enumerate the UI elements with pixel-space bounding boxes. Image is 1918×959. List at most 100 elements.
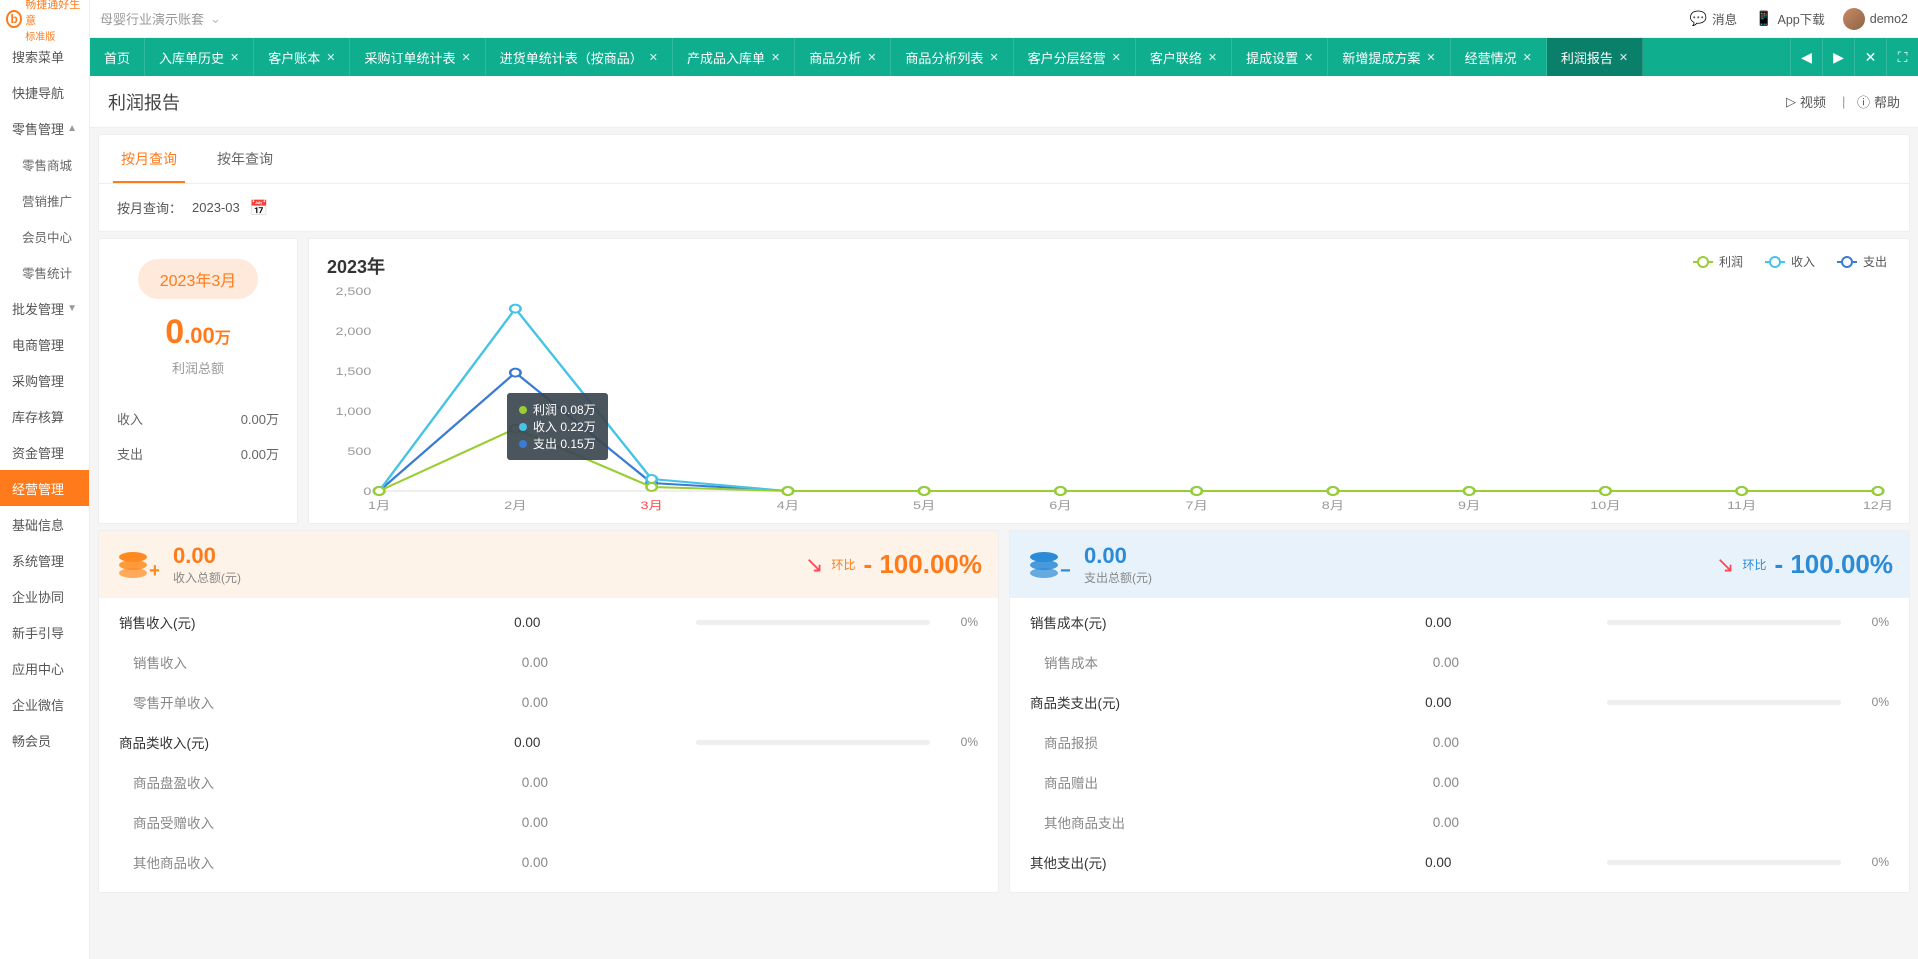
legend-item[interactable]: 支出 [1837, 253, 1887, 270]
sidebar-item-label: 采购管理 [12, 371, 64, 390]
legend-item[interactable]: 收入 [1765, 253, 1815, 270]
svg-text:7月: 7月 [1186, 499, 1208, 512]
nav-tab-label: 产成品入库单 [687, 48, 765, 67]
close-icon[interactable]: ✕ [867, 51, 876, 64]
video-label: 视频 [1800, 92, 1826, 111]
sidebar-item[interactable]: 零售商城 [0, 146, 89, 182]
user-menu[interactable]: demo2 [1843, 8, 1908, 30]
sidebar-item[interactable]: 基础信息 [0, 506, 89, 542]
sidebar-item[interactable]: 零售统计 [0, 254, 89, 290]
summary-int: 0 [165, 313, 184, 351]
summary-card: 2023年3月 0.00万 利润总额 收入0.00万支出0.00万 [98, 238, 298, 524]
sidebar-item[interactable]: 库存核算 [0, 398, 89, 434]
nav-tab-label: 利润报告 [1561, 48, 1613, 67]
detail-value: 0.00 [1433, 655, 1602, 670]
detail-row: 销售成本0.00 [1026, 642, 1893, 682]
close-icon[interactable]: ✕ [1304, 51, 1313, 64]
sidebar-item[interactable]: 营销推广 [0, 182, 89, 218]
detail-key: 零售开单收入 [133, 692, 522, 712]
close-icon[interactable]: ✕ [326, 51, 335, 64]
close-icon[interactable]: ✕ [1112, 51, 1121, 64]
messages-button[interactable]: 💬消息 [1690, 9, 1737, 28]
nav-tab-label: 客户分层经营 [1028, 48, 1106, 67]
sidebar-item-label: 库存核算 [12, 407, 64, 426]
nav-tab-label: 商品分析列表 [905, 48, 983, 67]
sidebar-item[interactable]: 批发管理▼ [0, 290, 89, 326]
legend-marker [1693, 261, 1713, 263]
sidebar-item-label: 零售商城 [22, 155, 72, 174]
detail-value: 0.00 [514, 735, 686, 750]
detail-value: 0.00 [1425, 615, 1597, 630]
detail-bar [1607, 620, 1841, 625]
nav-tab[interactable]: 客户联络✕ [1136, 38, 1232, 76]
income-icon: + [115, 547, 161, 583]
close-icon[interactable]: ✕ [1208, 51, 1217, 64]
sidebar-item[interactable]: 零售管理▲ [0, 110, 89, 146]
detail-value: 0.00 [1433, 815, 1602, 830]
query-tab[interactable]: 按月查询 [113, 135, 185, 183]
detail-row: 商品类支出(元)0.000% [1026, 682, 1893, 722]
close-icon[interactable]: ✕ [1426, 51, 1435, 64]
help-link[interactable]: | ⓘ帮助 [1842, 92, 1900, 111]
org-selector[interactable]: 母婴行业演示账套 ⌄ [100, 9, 300, 28]
tab-scroll-right[interactable]: ▶ [1822, 38, 1854, 76]
income-trend-pct: - 100.00% [863, 549, 982, 580]
nav-tab[interactable]: 商品分析列表 ✕ [891, 38, 1013, 76]
sidebar-item[interactable]: 企业协同 [0, 578, 89, 614]
nav-tab[interactable]: 经营情况✕ [1451, 38, 1547, 76]
close-icon[interactable]: ✕ [462, 51, 471, 64]
tab-close-all[interactable]: ✕ [1854, 38, 1886, 76]
detail-pct: 0% [1851, 695, 1889, 709]
legend-item[interactable]: 利润 [1693, 253, 1743, 270]
svg-text:6月: 6月 [1049, 499, 1071, 512]
calendar-icon[interactable]: 📅 [250, 199, 269, 217]
sidebar-item[interactable]: 经营管理 [0, 470, 89, 506]
sidebar-item[interactable]: 电商管理 [0, 326, 89, 362]
video-link[interactable]: ▷视频 [1786, 92, 1826, 111]
nav-tab[interactable]: 进货单统计表（按商品）✕ [486, 38, 673, 76]
detail-key: 商品赠出 [1044, 772, 1433, 792]
sidebar-item[interactable]: 资金管理 [0, 434, 89, 470]
nav-tab[interactable]: 商品分析✕ [795, 38, 891, 76]
close-icon[interactable]: ✕ [989, 51, 998, 64]
nav-tab[interactable]: 利润报告 ✕ [1547, 38, 1643, 76]
sidebar-item[interactable]: 新手引导 [0, 614, 89, 650]
sidebar-item[interactable]: 畅会员 [0, 722, 89, 758]
detail-value: 0.00 [1433, 775, 1602, 790]
close-icon[interactable]: ✕ [1619, 51, 1628, 64]
app-download-button[interactable]: 📱App下载 [1755, 9, 1825, 28]
sidebar-item[interactable]: 搜索菜单 [0, 38, 89, 74]
detail-key: 其他商品收入 [133, 852, 522, 872]
close-icon[interactable]: ✕ [230, 51, 239, 64]
summary-row-value: 0.00万 [241, 409, 279, 428]
page-header: 利润报告 ▷视频 | ⓘ帮助 [90, 76, 1918, 128]
tab-fullscreen[interactable]: ⛶ [1886, 38, 1918, 76]
nav-tab[interactable]: 提成设置✕ [1232, 38, 1328, 76]
sidebar-item[interactable]: 会员中心 [0, 218, 89, 254]
svg-text:11月: 11月 [1727, 499, 1756, 512]
nav-tab-label: 首页 [104, 48, 130, 67]
detail-row: 销售收入0.00 [115, 642, 982, 682]
query-tab[interactable]: 按年查询 [209, 135, 281, 183]
sidebar-item[interactable]: 采购管理 [0, 362, 89, 398]
income-card: + 0.00 收入总额(元) ↘ 环比 - 100.00% 销售收入(元)0.0… [98, 530, 999, 893]
sidebar-item[interactable]: 快捷导航 [0, 74, 89, 110]
svg-text:+: + [149, 560, 159, 581]
detail-value: 0.00 [522, 775, 691, 790]
nav-tab[interactable]: 入库单历史✕ [145, 38, 254, 76]
close-icon[interactable]: ✕ [1523, 51, 1532, 64]
nav-tab[interactable]: 客户分层经营 ✕ [1014, 38, 1136, 76]
close-icon[interactable]: ✕ [771, 51, 780, 64]
nav-tab[interactable]: 采购订单统计表✕ [350, 38, 485, 76]
svg-text:10月: 10月 [1590, 499, 1620, 512]
close-icon[interactable]: ✕ [649, 51, 658, 64]
query-value[interactable]: 2023-03 [192, 200, 240, 215]
tab-scroll-left[interactable]: ◀ [1790, 38, 1822, 76]
sidebar-item[interactable]: 应用中心 [0, 650, 89, 686]
nav-tab[interactable]: 新增提成方案✕ [1328, 38, 1450, 76]
sidebar-item[interactable]: 企业微信 [0, 686, 89, 722]
nav-tab[interactable]: 产成品入库单 ✕ [673, 38, 795, 76]
nav-tab[interactable]: 客户账本✕ [254, 38, 350, 76]
sidebar-item[interactable]: 系统管理 [0, 542, 89, 578]
nav-tab[interactable]: 首页 [90, 38, 145, 76]
